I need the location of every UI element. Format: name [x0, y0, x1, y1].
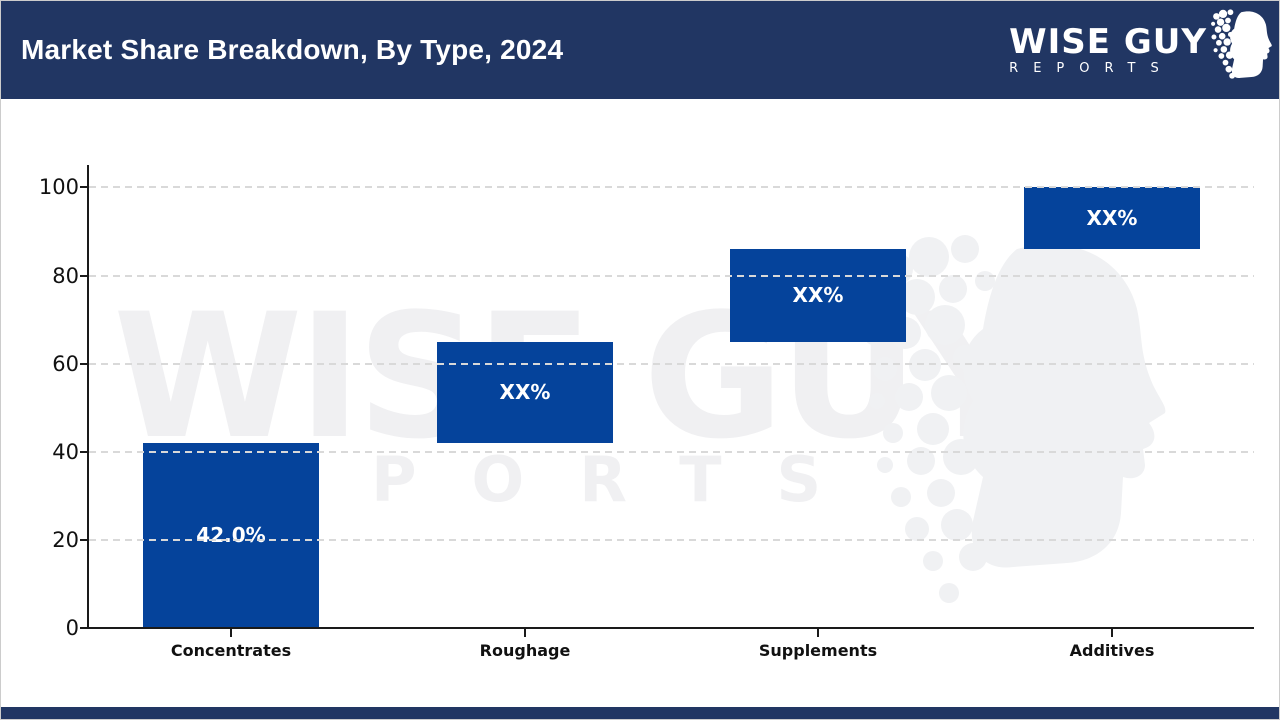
gridline-60: [89, 362, 1254, 365]
y-tick-label: 20: [52, 527, 79, 552]
logo-wordmark: WISE GUY REPORTS: [1009, 25, 1207, 75]
x-tick-mark: [524, 629, 526, 637]
page-title: Market Share Breakdown, By Type, 2024: [21, 34, 564, 65]
x-tick-mark: [1111, 629, 1113, 637]
gridline-20: [89, 538, 1254, 541]
gridline-40: [89, 450, 1254, 453]
y-axis: [87, 165, 89, 629]
y-tick-mark-20: [80, 538, 88, 541]
bar-value-label: XX%: [499, 380, 551, 405]
y-tick-label: 0: [65, 616, 79, 640]
x-tick-label-roughage: Roughage: [479, 641, 571, 660]
wiseguy-face-logo-icon: [1211, 9, 1272, 79]
y-tick-label: 100: [38, 175, 79, 200]
y-tick-mark-0: [80, 627, 88, 629]
bar-concentrates: 42.0%: [143, 442, 319, 628]
wiseguy-logo: WISE GUY REPORTS: [1009, 8, 1279, 92]
logo-wordmark-line1: WISE GUY: [1009, 22, 1207, 62]
x-axis: [87, 627, 1254, 629]
bar-supplements: XX%: [730, 249, 906, 342]
gridline-100: [89, 186, 1254, 189]
y-tick-label: 80: [52, 263, 79, 288]
x-tick-label-additives: Additives: [1069, 641, 1155, 660]
x-tick-mark: [230, 629, 232, 637]
logo-wordmark-line2: REPORTS: [1009, 61, 1174, 76]
x-tick-label-concentrates: Concentrates: [170, 641, 292, 660]
y-tick-label: 40: [52, 439, 79, 464]
wiseguy-face-watermark-icon: [865, 235, 1166, 603]
y-tick-mark-60: [80, 362, 88, 365]
y-tick-mark-100: [80, 186, 88, 189]
bar-value-label: XX%: [792, 283, 844, 308]
y-tick-label: 60: [52, 351, 79, 376]
bar-roughage: XX%: [437, 341, 613, 443]
bar-value-label: 42.0%: [196, 523, 266, 548]
y-tick-mark-40: [80, 450, 88, 453]
footer-bar: [1, 707, 1279, 719]
bar-additives: XX%: [1024, 187, 1200, 250]
bar-value-label: XX%: [1086, 206, 1138, 231]
x-tick-mark: [817, 629, 819, 637]
header: Market Share Breakdown, By Type, 2024 WI…: [1, 1, 1279, 99]
x-tick-label-supplements: Supplements: [758, 641, 878, 660]
gridline-80: [89, 274, 1254, 277]
y-tick-mark-80: [80, 274, 88, 277]
